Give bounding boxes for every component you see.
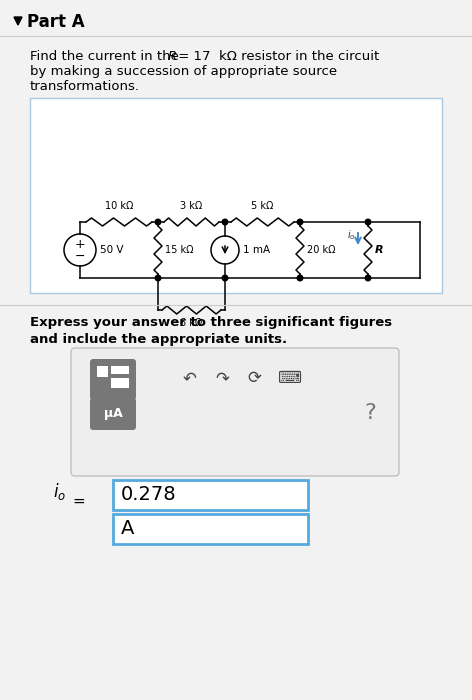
Text: 1 mA: 1 mA [243,245,270,255]
FancyBboxPatch shape [71,348,399,476]
Text: R: R [168,50,177,63]
Bar [111,378,129,388]
Text: ?: ? [364,403,376,423]
Text: A: A [121,519,135,538]
Circle shape [155,219,161,225]
Text: $i_o$: $i_o$ [347,228,356,242]
Circle shape [222,219,228,225]
Polygon shape [14,17,22,25]
FancyBboxPatch shape [113,514,308,544]
Text: 6 kΩ: 6 kΩ [180,318,202,328]
Text: by making a succession of appropriate source: by making a succession of appropriate so… [30,65,337,78]
Text: 3 kΩ: 3 kΩ [180,201,202,211]
Circle shape [365,275,371,281]
Text: $i_o$: $i_o$ [53,482,67,503]
Text: Find the current in the: Find the current in the [30,50,183,63]
Text: ↶: ↶ [183,369,197,387]
Text: 5 kΩ: 5 kΩ [251,201,274,211]
Text: 20 kΩ: 20 kΩ [307,245,336,255]
Text: Express your answer to three significant figures: Express your answer to three significant… [30,316,392,329]
Text: 0.278: 0.278 [121,486,177,505]
FancyBboxPatch shape [90,359,136,400]
Bar [111,366,129,374]
FancyBboxPatch shape [30,98,442,293]
Text: =: = [73,494,85,508]
Text: 15 kΩ: 15 kΩ [165,245,194,255]
Text: +: + [75,237,85,251]
Bar [97,366,108,377]
Text: transformations.: transformations. [30,80,140,93]
Text: R: R [375,245,384,255]
Text: −: − [75,249,85,262]
Text: Part A: Part A [27,13,84,31]
Circle shape [155,275,161,281]
Circle shape [297,219,303,225]
FancyBboxPatch shape [90,398,136,430]
Text: ↷: ↷ [215,369,229,387]
Circle shape [365,219,371,225]
Text: μA: μA [104,407,122,421]
Circle shape [222,275,228,281]
Text: = 17  kΩ resistor in the circuit: = 17 kΩ resistor in the circuit [174,50,379,63]
FancyBboxPatch shape [113,480,308,510]
Text: 50 V: 50 V [100,245,124,255]
Text: and include the appropriate units.: and include the appropriate units. [30,333,287,346]
Text: ⌨: ⌨ [278,369,302,387]
Circle shape [297,275,303,281]
Text: 10 kΩ: 10 kΩ [105,201,133,211]
Text: ⟳: ⟳ [247,369,261,387]
